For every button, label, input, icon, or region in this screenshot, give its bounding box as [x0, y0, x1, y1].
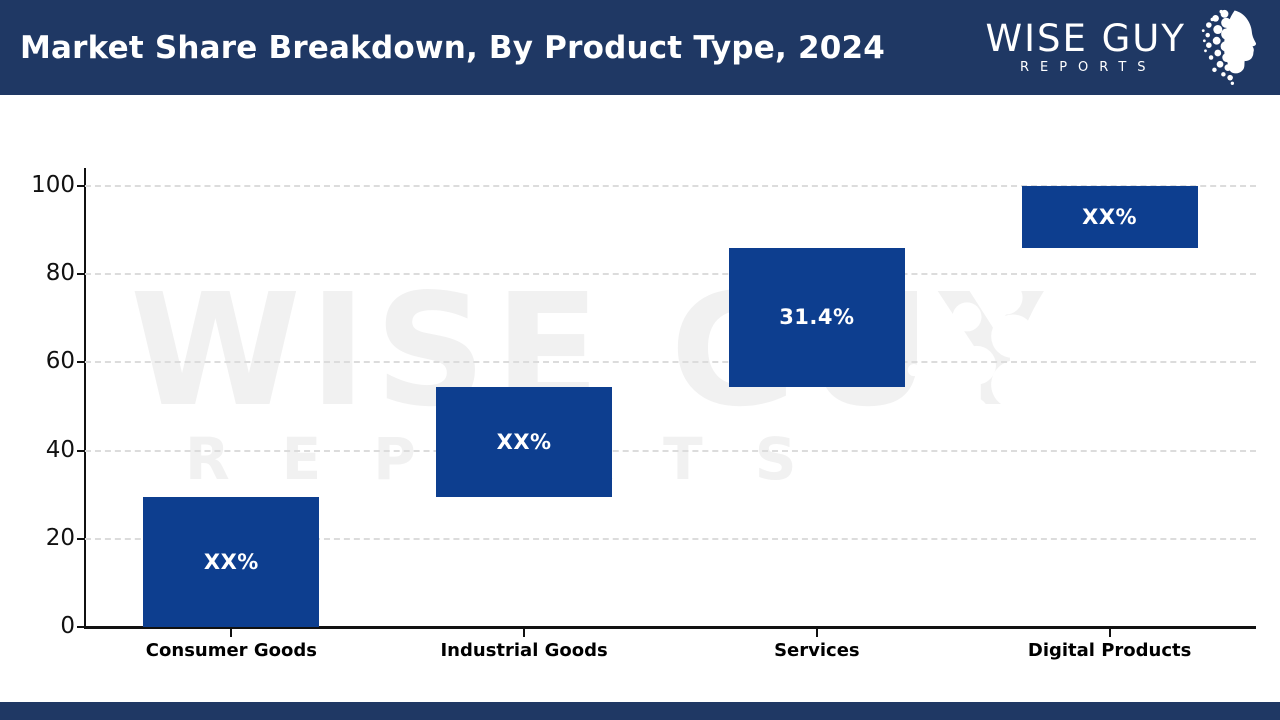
- page-title: Market Share Breakdown, By Product Type,…: [20, 29, 886, 66]
- logo-subtitle: REPORTS: [1019, 60, 1157, 75]
- y-tick-label-60: 60: [45, 348, 75, 375]
- footer-bar: [0, 702, 1280, 720]
- y-tick-0: [77, 626, 85, 628]
- bar-label-services: 31.4%: [779, 305, 855, 330]
- y-axis-line: [84, 168, 86, 628]
- gridline-y-20: [85, 537, 1256, 540]
- x-tick-label-digital-products: Digital Products: [1027, 640, 1192, 661]
- y-tick-80: [77, 273, 85, 276]
- y-tick-label-40: 40: [45, 436, 75, 463]
- bar-label-industrial-goods: XX%: [496, 429, 552, 454]
- bar-services: 31.4%: [728, 248, 905, 387]
- x-tick-services: [815, 629, 818, 637]
- x-tick-label-consumer-goods: Consumer Goods: [145, 640, 317, 661]
- bar-label-digital-products: XX%: [1082, 205, 1138, 230]
- bar-digital-products: XX%: [1021, 186, 1198, 249]
- gridline-y-40: [85, 449, 1256, 452]
- wiseguy-head-icon: [1201, 9, 1257, 85]
- y-tick-label-0: 0: [60, 613, 75, 639]
- y-tick-label-100: 100: [31, 172, 75, 198]
- x-tick-label-industrial-goods: Industrial Goods: [440, 640, 608, 661]
- x-tick-industrial-goods: [523, 629, 526, 637]
- y-tick-20: [77, 537, 85, 540]
- x-tick-label-services: Services: [774, 640, 860, 661]
- logo-text: WISE GUY REPORTS: [986, 20, 1186, 76]
- gridline-y-100: [85, 185, 1256, 187]
- logo-wordmark: WISE GUY: [985, 17, 1186, 60]
- y-tick-40: [77, 449, 85, 452]
- gridline-y-60: [85, 361, 1256, 364]
- wiseguy-logo: WISE GUY REPORTS: [986, 6, 1266, 90]
- y-tick-label-20: 20: [45, 524, 75, 551]
- y-tick-60: [77, 361, 85, 364]
- x-tick-consumer-goods: [230, 629, 233, 637]
- bar-label-consumer-goods: XX%: [203, 549, 259, 574]
- x-tick-digital-products: [1108, 629, 1111, 637]
- y-tick-label-80: 80: [45, 260, 75, 287]
- y-tick-100: [77, 185, 85, 187]
- x-axis-line: [84, 626, 1256, 629]
- gridline-y-80: [85, 273, 1256, 276]
- header: Market Share Breakdown, By Product Type,…: [0, 0, 1280, 95]
- bar-consumer-goods: XX%: [143, 496, 320, 627]
- bar-industrial-goods: XX%: [436, 386, 613, 497]
